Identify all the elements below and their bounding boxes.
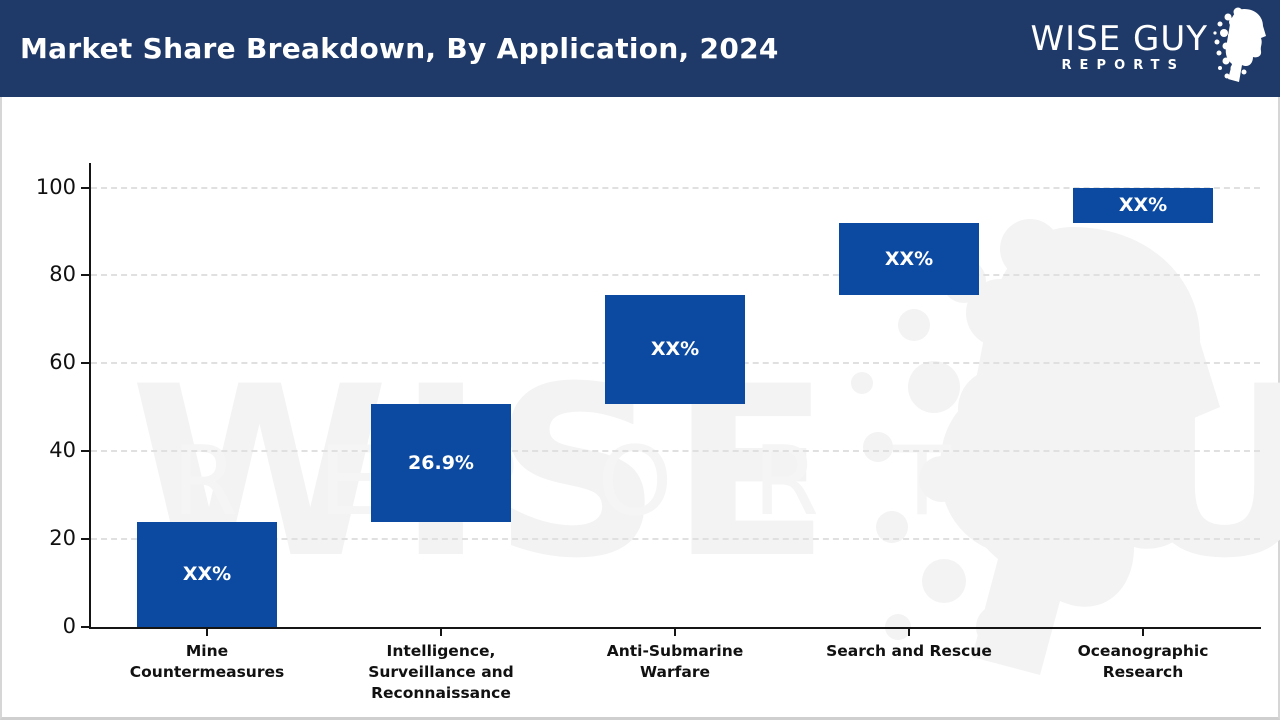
x-tick-0 [206,629,208,636]
gridline-100 [91,186,1260,189]
bar-value-label: XX% [884,247,934,270]
bar-value-label: XX% [650,338,700,361]
bar-value-label: XX% [182,563,232,586]
y-tick-label-0: 0 [62,614,76,638]
logo-wordmark: WISE GUY [1030,19,1208,59]
bar-segment: XX% [839,222,979,295]
logo-subtitle: REPORTS [1061,58,1186,73]
category-label-line: Mine [185,642,229,660]
y-tick-label-20: 20 [49,526,76,551]
bar-value-label: 26.9% [408,451,474,474]
x-tick-2 [674,629,676,636]
page-title: Market Share Breakdown, By Application, … [20,32,779,65]
category-label-line: Anti-Submarine [606,642,744,660]
category-label: Mine Countermeasures [90,641,324,683]
category-label: Anti-Submarine Warfare [558,641,792,683]
category-label-line: Oceanographic [1077,642,1209,660]
y-tick-40 [81,450,89,453]
y-tick-0 [81,626,89,628]
y-tick-80 [81,274,89,277]
bar-segment: XX% [137,521,277,627]
y-tick-20 [81,538,89,541]
header-bar: Market Share Breakdown, By Application, … [0,0,1280,97]
x-axis [89,627,1261,629]
chart-panel: WISE GUY REPORTS 020406080100XX%MineCoun… [0,97,1280,720]
y-tick-label-80: 80 [49,262,76,287]
y-axis [89,163,91,629]
bar-segment: XX% [605,294,745,404]
category-label: Intelligence, Surveillance and Reconnaissa… [324,641,558,704]
y-tick-60 [81,362,89,365]
category-label: Oceanographic Research [1026,641,1260,683]
gridline-20 [91,538,1260,541]
bar-segment: XX% [1073,187,1213,223]
category-label-line: Search and Rescue [826,642,992,660]
x-tick-1 [440,629,442,636]
category-label-line: Countermeasures [129,663,285,681]
y-tick-label-100: 100 [35,174,76,199]
gridline-40 [91,450,1260,453]
category-label-line: Reconnaissance [371,684,511,702]
dotted-face-icon [1213,7,1266,82]
bar-segment: 26.9% [371,403,511,522]
x-tick-4 [1142,629,1144,636]
category-label-line: Research [1102,663,1184,681]
category-label-line: Intelligence, [386,642,496,660]
y-tick-label-60: 60 [49,350,76,375]
y-tick-100 [81,186,89,189]
category-label-line: Warfare [639,663,710,681]
gridline-80 [91,274,1260,277]
logo-text: WISE GUY REPORTS [1030,20,1208,74]
wiseguy-logo: WISE GUY REPORTS [1030,6,1266,88]
category-label: Search and Rescue [792,641,1026,662]
x-tick-3 [908,629,910,636]
bar-value-label: XX% [1118,194,1168,217]
y-tick-label-40: 40 [49,438,76,463]
category-label-line: Surveillance and [368,663,514,681]
plot-area: 0 20 40 60 80 100 XX% Mine Countermeasures 26.9% I… [2,97,1280,720]
